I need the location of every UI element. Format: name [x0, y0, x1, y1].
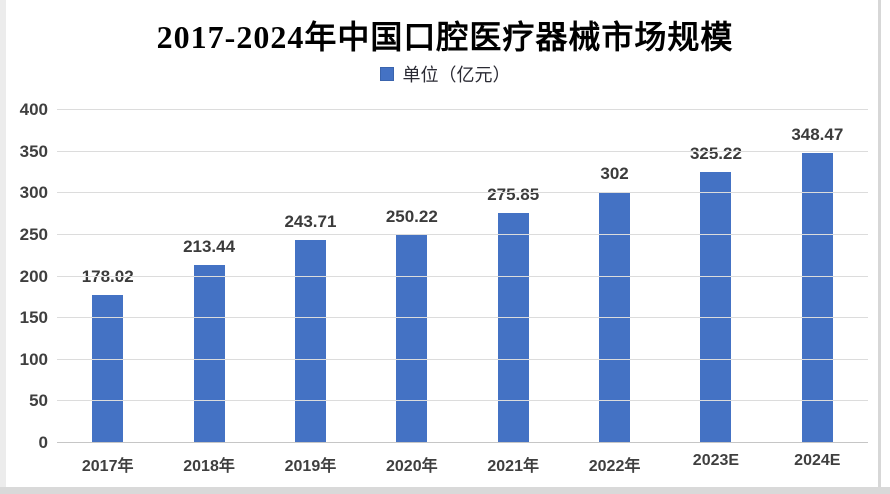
gridline — [57, 442, 868, 443]
bar-slot: 250.22 — [361, 110, 462, 443]
bar-value-label: 213.44 — [183, 237, 236, 257]
bar — [801, 152, 833, 443]
bar — [700, 172, 732, 443]
bar — [497, 213, 529, 443]
chart-title: 2017-2024年中国口腔医疗器械市场规模 — [156, 19, 734, 55]
gridline — [57, 400, 868, 402]
y-axis: 0 50 100 150 200 250 300 350 400 — [0, 100, 48, 452]
bar — [294, 240, 326, 443]
y-axis-tick-label: 0 — [38, 433, 48, 452]
legend-swatch-icon — [379, 67, 394, 81]
bar-slot: 302 — [564, 110, 665, 443]
plot-area: 178.02 213.44 243.71 250.22 275.85 302 325.22 3… — [57, 109, 868, 443]
window-left-edge — [0, 0, 6, 494]
gridline — [57, 233, 868, 235]
x-axis-tick-label: 2023E — [692, 452, 740, 469]
bar-value-label: 243.71 — [284, 212, 337, 232]
bar — [396, 234, 428, 443]
gridline — [57, 192, 868, 194]
y-axis-tick-label: 250 — [19, 224, 48, 244]
gridline — [57, 275, 868, 277]
x-axis-tick-label: 2017年 — [81, 458, 134, 475]
x-axis-tick-label: 2022年 — [588, 458, 641, 475]
bar — [193, 265, 225, 443]
bar-value-label: 275.85 — [487, 185, 540, 205]
bar-slot: 213.44 — [158, 110, 259, 443]
bar-value-label: 302 — [600, 163, 629, 183]
x-axis-tick-label: 2021年 — [487, 458, 539, 475]
x-axis-tick-label: 2018年 — [183, 458, 235, 475]
y-axis-tick-label: 350 — [19, 141, 48, 161]
gridline — [57, 150, 868, 152]
bar-slot: 243.71 — [260, 110, 361, 443]
y-axis-tick-label: 200 — [19, 266, 48, 286]
x-axis-tick-label: 2024E — [794, 452, 841, 469]
window-bottom-edge — [0, 487, 890, 494]
bar — [92, 294, 124, 443]
x-axis-tick-label: 2019年 — [284, 458, 337, 475]
gridline — [57, 109, 868, 110]
bar-value-label: 348.47 — [791, 124, 844, 144]
bar-value-label: 250.22 — [385, 206, 438, 226]
bar-slot: 325.22 — [665, 110, 766, 443]
bar-value-label: 325.22 — [689, 144, 742, 164]
y-axis-tick-label: 150 — [19, 308, 48, 328]
y-axis-tick-label: 50 — [29, 391, 48, 411]
x-axis: 2017年 2018年 2019年 2020年 2021年 2022年 2023E 2024E — [57, 452, 868, 478]
bar-slot: 275.85 — [463, 110, 564, 443]
legend-label: 单位（亿元） — [402, 65, 511, 85]
y-axis-tick-label: 100 — [19, 349, 48, 369]
gridline — [57, 317, 868, 319]
y-axis-tick-label: 400 — [19, 100, 48, 119]
legend: 单位（亿元） — [0, 62, 890, 86]
bar-value-label: 178.02 — [81, 266, 134, 286]
gridline — [57, 358, 868, 360]
window-right-edge — [878, 0, 881, 494]
bar-slot: 178.02 — [57, 110, 158, 443]
y-axis-tick-label: 300 — [19, 183, 48, 203]
bar-slot: 348.47 — [767, 110, 868, 443]
x-axis-tick-label: 2020年 — [386, 458, 438, 475]
bars-row: 178.02 213.44 243.71 250.22 275.85 302 325.22 3… — [57, 110, 868, 443]
